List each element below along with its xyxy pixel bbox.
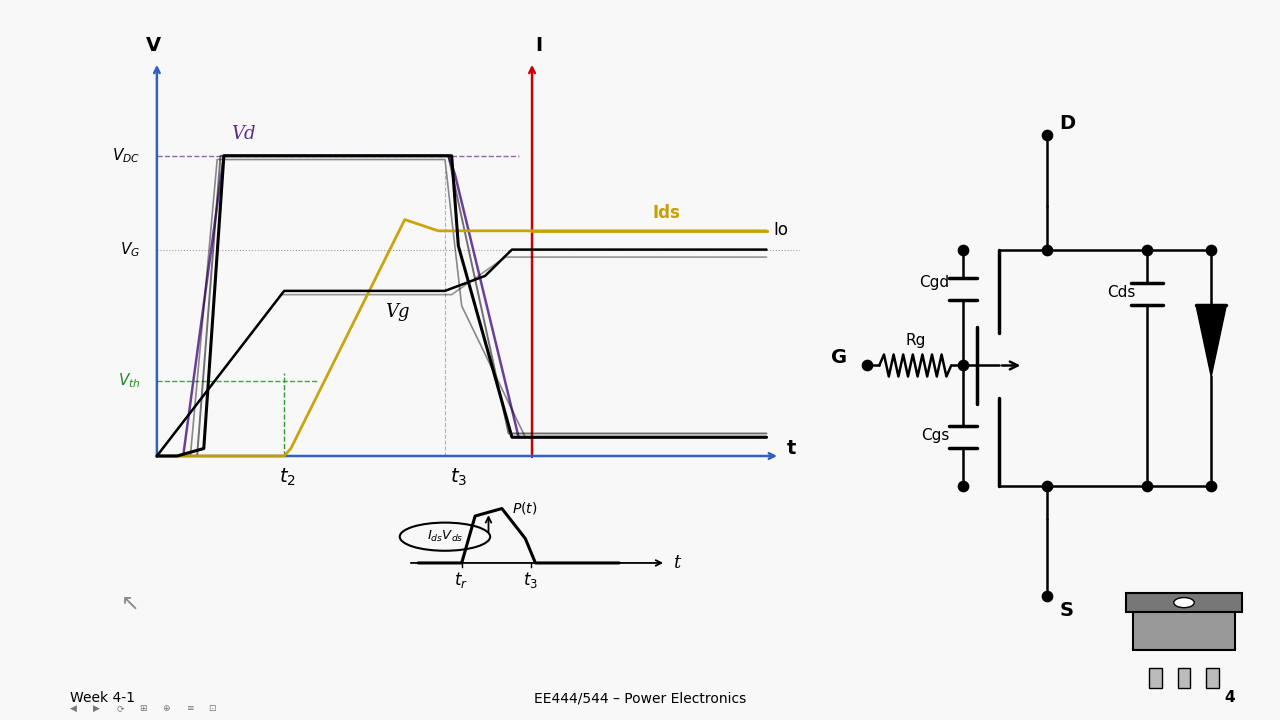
Text: S: S <box>1060 600 1073 620</box>
Text: 4: 4 <box>1225 690 1235 705</box>
Text: Vg: Vg <box>385 303 410 321</box>
Text: Vd: Vd <box>230 125 255 143</box>
Point <box>1037 244 1057 256</box>
Bar <box>1206 667 1219 688</box>
Text: $P(t)$: $P(t)$ <box>512 500 538 516</box>
Text: Cgs: Cgs <box>922 428 950 443</box>
Point <box>1137 244 1157 256</box>
Point <box>1201 481 1221 492</box>
Bar <box>1178 667 1190 688</box>
Polygon shape <box>1126 593 1242 612</box>
Text: $t_3$: $t_3$ <box>524 570 538 590</box>
Text: $V_G$: $V_G$ <box>120 240 140 259</box>
Text: Cgd: Cgd <box>919 276 950 290</box>
Point <box>1037 590 1057 602</box>
Point <box>952 244 974 256</box>
Text: t: t <box>673 554 680 572</box>
Text: ◀: ◀ <box>70 704 77 714</box>
Text: $t_3$: $t_3$ <box>449 467 467 487</box>
Text: Cds: Cds <box>1107 285 1135 300</box>
Text: ▶: ▶ <box>93 704 100 714</box>
Point <box>858 360 878 372</box>
Text: Rg: Rg <box>905 333 925 348</box>
Point <box>1037 481 1057 492</box>
Text: ↖: ↖ <box>120 594 140 614</box>
Point <box>1137 481 1157 492</box>
Text: ≡: ≡ <box>186 704 193 714</box>
Text: G: G <box>831 348 847 366</box>
Point <box>1201 244 1221 256</box>
Text: ⊕: ⊕ <box>163 704 170 714</box>
Polygon shape <box>1133 609 1235 650</box>
Text: Week 4-1: Week 4-1 <box>70 691 136 705</box>
Polygon shape <box>1196 305 1226 377</box>
Text: Ids: Ids <box>653 204 681 222</box>
Text: D: D <box>1060 114 1075 133</box>
Point <box>1037 129 1057 140</box>
Text: ⟳: ⟳ <box>116 704 124 714</box>
Text: ⊡: ⊡ <box>209 704 216 714</box>
Text: ⊞: ⊞ <box>140 704 147 714</box>
Text: $I_{ds}V_{ds}$: $I_{ds}V_{ds}$ <box>426 529 463 544</box>
Text: $V_{DC}$: $V_{DC}$ <box>113 146 140 165</box>
Text: EE444/544 – Power Electronics: EE444/544 – Power Electronics <box>534 691 746 705</box>
Text: V: V <box>146 36 161 55</box>
Text: $V_{th}$: $V_{th}$ <box>118 372 140 390</box>
Text: $t_r$: $t_r$ <box>454 570 468 590</box>
Bar <box>1149 667 1162 688</box>
Point <box>952 481 974 492</box>
Circle shape <box>1174 598 1194 608</box>
Text: Io: Io <box>773 220 788 238</box>
Text: I: I <box>535 36 543 55</box>
Point <box>952 360 974 372</box>
Text: t: t <box>787 439 796 458</box>
Text: $t_2$: $t_2$ <box>279 467 296 487</box>
